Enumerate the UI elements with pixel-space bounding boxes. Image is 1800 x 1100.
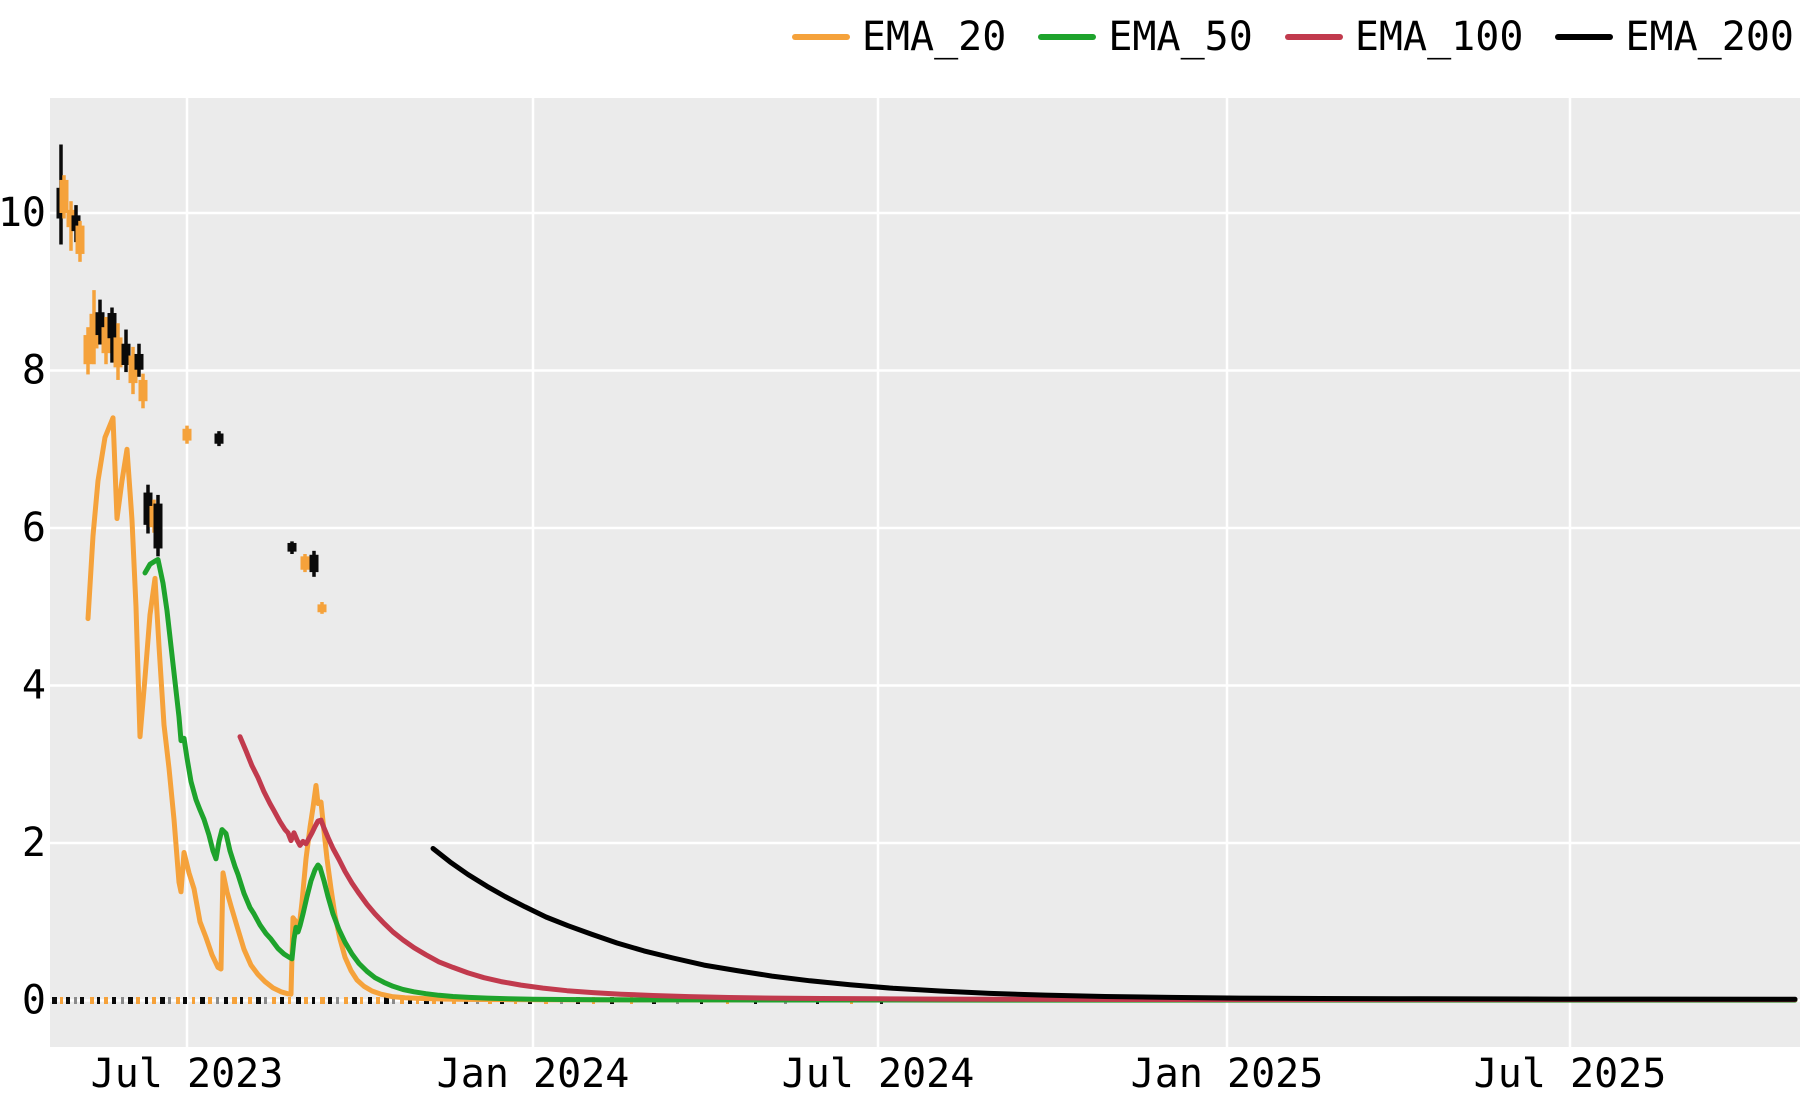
candle-body: [214, 433, 224, 444]
x-tick-label: Jan 2025: [1131, 1051, 1324, 1097]
y-tick-label: 6: [22, 505, 46, 551]
candle-body: [309, 554, 319, 573]
legend-label-ema200: EMA_200: [1625, 14, 1794, 60]
candlesticks: [56, 144, 327, 614]
ema20-line-swatch: [791, 34, 850, 40]
candle-body: [153, 503, 163, 549]
candle-body: [107, 313, 117, 339]
candle-body: [66, 209, 76, 228]
candle-body: [143, 492, 153, 525]
legend-item-ema20: EMA_20: [791, 14, 1007, 60]
ema-line-ema_200: [430, 846, 1798, 1002]
candle-body: [101, 327, 111, 354]
candle-body: [128, 355, 138, 384]
legend-item-ema200: EMA_200: [1555, 14, 1794, 60]
y-tick-label: 2: [22, 820, 46, 866]
candle-body: [113, 337, 123, 368]
y-tick-label: 10: [0, 190, 46, 236]
candle-body: [75, 225, 85, 254]
candle-body: [89, 313, 99, 349]
legend-label-ema50: EMA_50: [1108, 14, 1253, 60]
x-tick-label: Jan 2024: [437, 1051, 630, 1097]
x-tick-labels: Jul 2023 Jan 2024 Jul 2024 Jan 2025 Jul 2025: [91, 1051, 1667, 1097]
candle-body: [59, 179, 69, 213]
candle-body: [134, 353, 144, 370]
x-tick-label: Jul 2023: [91, 1051, 284, 1097]
y-tick-labels: 0 2 4 6 8 10: [0, 190, 46, 1024]
candle-body: [71, 215, 81, 232]
candle-body: [138, 379, 148, 402]
candle-body: [317, 604, 327, 613]
gridlines: [50, 98, 1800, 1047]
ema-line-ema_100: [237, 734, 1798, 1003]
legend-label-ema100: EMA_100: [1354, 14, 1524, 60]
y-tick-label: 0: [22, 978, 46, 1024]
ema-line-ema_50: [142, 557, 1798, 1003]
x-tick-label: Jul 2025: [1474, 1051, 1667, 1097]
candle-body: [83, 335, 93, 365]
candle-body: [300, 556, 310, 570]
ema200-line-swatch: [1555, 34, 1614, 40]
axes-background: [50, 98, 1800, 1047]
candle-body: [121, 343, 131, 365]
y-tick-label: 8: [22, 348, 46, 394]
legend-label-ema20: EMA_20: [861, 14, 1007, 60]
candle-body: [182, 428, 192, 441]
candle-body: [95, 312, 105, 336]
candle-body: [287, 542, 297, 552]
legend-item-ema100: EMA_100: [1284, 14, 1524, 60]
legend: EMA_20 EMA_50 EMA_100 EMA_200: [791, 14, 1794, 60]
ema50-line-swatch: [1038, 34, 1097, 40]
y-tick-label: 4: [22, 663, 46, 709]
ema100-line-swatch: [1284, 34, 1343, 40]
ema-line-ema_20: [85, 415, 1798, 1003]
legend-item-ema50: EMA_50: [1038, 14, 1253, 60]
x-tick-label: Jul 2024: [782, 1051, 975, 1097]
